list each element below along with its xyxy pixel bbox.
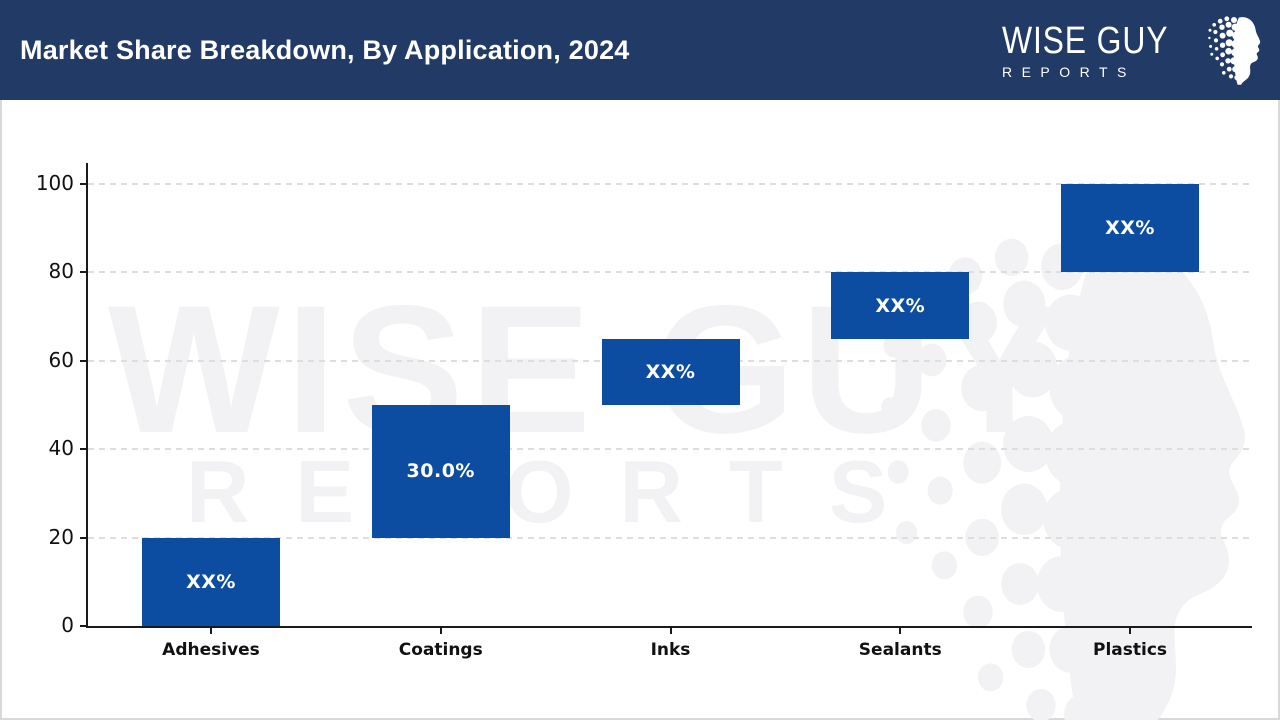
y-tick-20	[80, 536, 86, 539]
logo-subtitle: REPORTS	[1001, 63, 1136, 80]
y-tick-label-60: 60	[48, 347, 74, 372]
bar-adhesives: XX%	[142, 537, 280, 626]
x-tick-adhesives	[210, 626, 212, 634]
bar-value-label-coatings: 30.0%	[406, 460, 475, 483]
chart-canvas: WISE GUY REPORTS 0 20 40 60 80 100 XX% Adhesi…	[0, 100, 1280, 720]
bar-sealants: XX%	[831, 272, 970, 339]
logo-wordmark: WISE GUY	[1001, 19, 1169, 62]
bar-value-label-sealants: XX%	[875, 294, 926, 317]
y-tick-label-80: 80	[48, 259, 74, 284]
gridline-80	[88, 271, 1252, 274]
x-tick-coatings	[439, 626, 442, 634]
y-tick-60	[80, 359, 86, 362]
y-tick-40	[80, 448, 86, 451]
y-tick-100	[80, 183, 86, 185]
x-tick-inks	[669, 626, 672, 634]
bar-coatings: 30.0%	[371, 405, 510, 538]
y-tick-label-100: 100	[35, 171, 74, 195]
watermark-subtitle: REPORTS	[186, 442, 934, 541]
x-label-plastics: Plastics	[1092, 640, 1168, 660]
x-label-coatings: Coatings	[398, 640, 483, 660]
y-tick-label-0: 0	[61, 613, 74, 637]
page-title: Market Share Breakdown, By Application, …	[20, 34, 630, 65]
x-label-adhesives: Adhesives	[162, 640, 260, 660]
x-tick-sealants	[899, 626, 902, 634]
gridline-100	[88, 183, 1252, 185]
wise-guy-reports-logo: WISE GUY REPORTS	[1002, 14, 1264, 86]
header-bar: Market Share Breakdown, By Application, …	[0, 0, 1280, 100]
bar-inks: XX%	[601, 338, 740, 405]
bar-value-label-plastics: XX%	[1105, 217, 1155, 240]
x-tick-plastics	[1129, 626, 1131, 634]
bar-plastics: XX%	[1061, 184, 1199, 273]
y-tick-label-20: 20	[48, 524, 74, 549]
y-tick-80	[80, 271, 86, 274]
x-label-sealants: Sealants	[858, 640, 942, 660]
y-tick-0	[80, 625, 86, 627]
x-label-inks: Inks	[650, 640, 691, 660]
bar-value-label-inks: XX%	[645, 360, 696, 383]
y-axis-line	[86, 163, 88, 628]
dotted-face-logo-icon	[1208, 16, 1261, 85]
logo-text: WISE GUY REPORTS	[1002, 22, 1200, 79]
x-axis-line	[86, 626, 1252, 628]
bar-value-label-adhesives: XX%	[186, 570, 236, 593]
gridline-40	[88, 448, 1252, 451]
gridline-20	[88, 536, 1252, 539]
y-tick-label-40: 40	[48, 436, 74, 461]
